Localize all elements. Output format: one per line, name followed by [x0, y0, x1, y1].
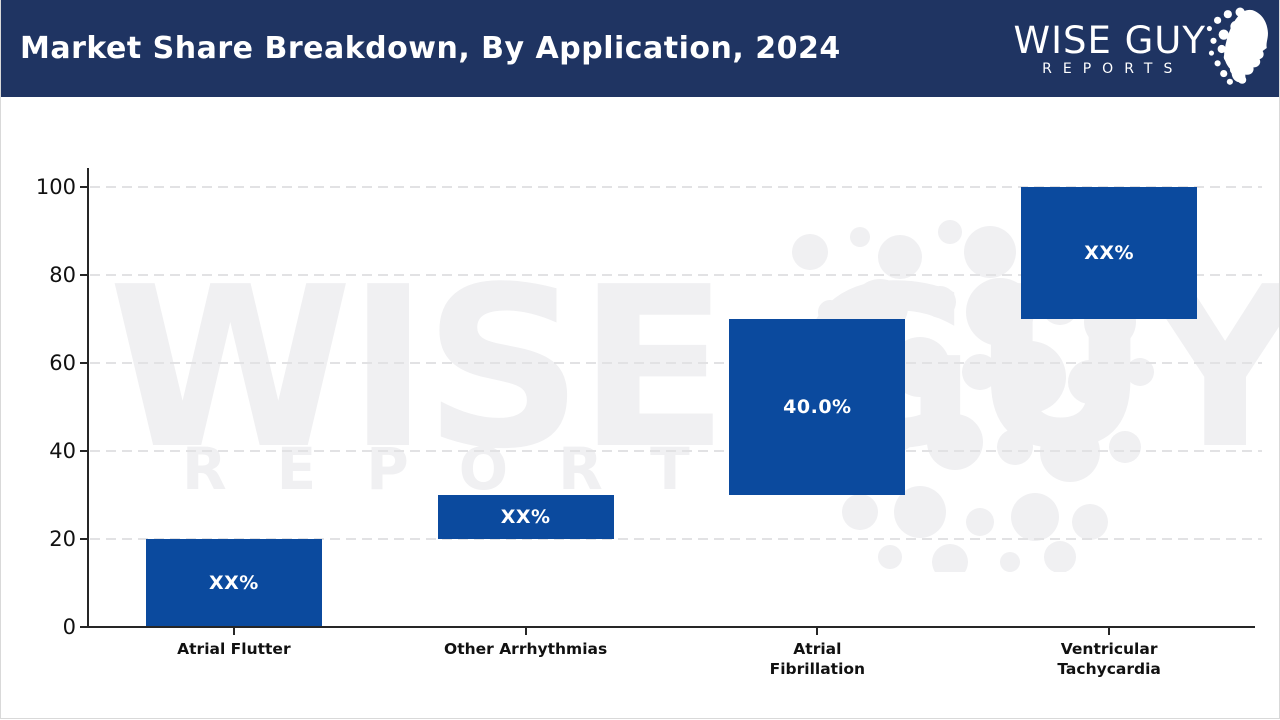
logo-face-dots-icon [1206, 7, 1268, 85]
y-tick-mark-40 [80, 450, 88, 452]
y-tick-label-40: 40 [49, 439, 76, 463]
logo-wordmark: WISE GUY REPORTS [1013, 19, 1206, 77]
y-axis-line [87, 168, 89, 628]
gridline-40 [90, 450, 1262, 452]
bar-value-label-atrial-fibrillation: 40.0% [783, 396, 852, 418]
gridline-60 [90, 362, 1262, 364]
gridline-100 [90, 186, 1262, 188]
y-tick-label-100: 100 [35, 175, 76, 199]
x-tick-mark-atrial-flutter [232, 627, 235, 635]
bar-value-label-other-arrhythmias: XX% [500, 506, 551, 528]
logo-wise-guy-text: WISE GUY [1013, 19, 1206, 63]
x-axis-line [85, 626, 1255, 628]
category-label-ventricular-tachycardia: Ventricular Tachycardia [989, 639, 1229, 679]
wise-guy-reports-logo: WISE GUY REPORTS [1014, 6, 1270, 92]
bar-ventricular-tachycardia: XX% [1021, 187, 1198, 319]
gridline-80 [90, 274, 1262, 276]
y-tick-label-60: 60 [49, 351, 76, 375]
y-tick-label-20: 20 [49, 527, 76, 551]
bar-value-label-atrial-flutter: XX% [208, 572, 259, 594]
y-tick-label-0: 0 [62, 615, 76, 639]
y-tick-mark-0 [80, 626, 88, 628]
category-label-line: Fibrillation [769, 660, 866, 678]
category-label-line: Other Arrhythmias [444, 640, 608, 658]
category-label-line: Atrial [793, 640, 842, 658]
bar-value-label-ventricular-tachycardia: XX% [1084, 242, 1135, 264]
category-label-line: Ventricular [1060, 640, 1158, 658]
y-tick-mark-80 [80, 274, 88, 276]
gridline-20 [90, 538, 1262, 540]
y-tick-mark-20 [80, 538, 88, 540]
y-tick-mark-100 [80, 186, 88, 188]
chart-title: Market Share Breakdown, By Application, … [20, 31, 841, 66]
category-label-other-arrhythmias: Other Arrhythmias [406, 639, 646, 659]
bar-atrial-fibrillation: 40.0% [729, 319, 906, 495]
category-label-atrial-fibrillation: Atrial Fibrillation [697, 639, 937, 679]
x-tick-mark-atrial-fibrillation [816, 627, 819, 635]
bar-other-arrhythmias: XX% [437, 495, 614, 539]
header-bar: Market Share Breakdown, By Application, … [0, 0, 1280, 97]
y-tick-mark-60 [80, 362, 88, 364]
bar-atrial-flutter: XX% [145, 539, 322, 627]
x-tick-mark-ventricular-tachycardia [1108, 627, 1111, 635]
category-label-line: Tachycardia [1057, 660, 1161, 678]
logo-reports-text: REPORTS [1042, 60, 1184, 77]
y-tick-label-80: 80 [49, 263, 76, 287]
x-tick-mark-other-arrhythmias [524, 627, 527, 635]
category-label-line: Atrial Flutter [177, 640, 291, 658]
watermark-reports-text: REPORTS [182, 435, 832, 503]
category-label-atrial-flutter: Atrial Flutter [114, 639, 354, 659]
